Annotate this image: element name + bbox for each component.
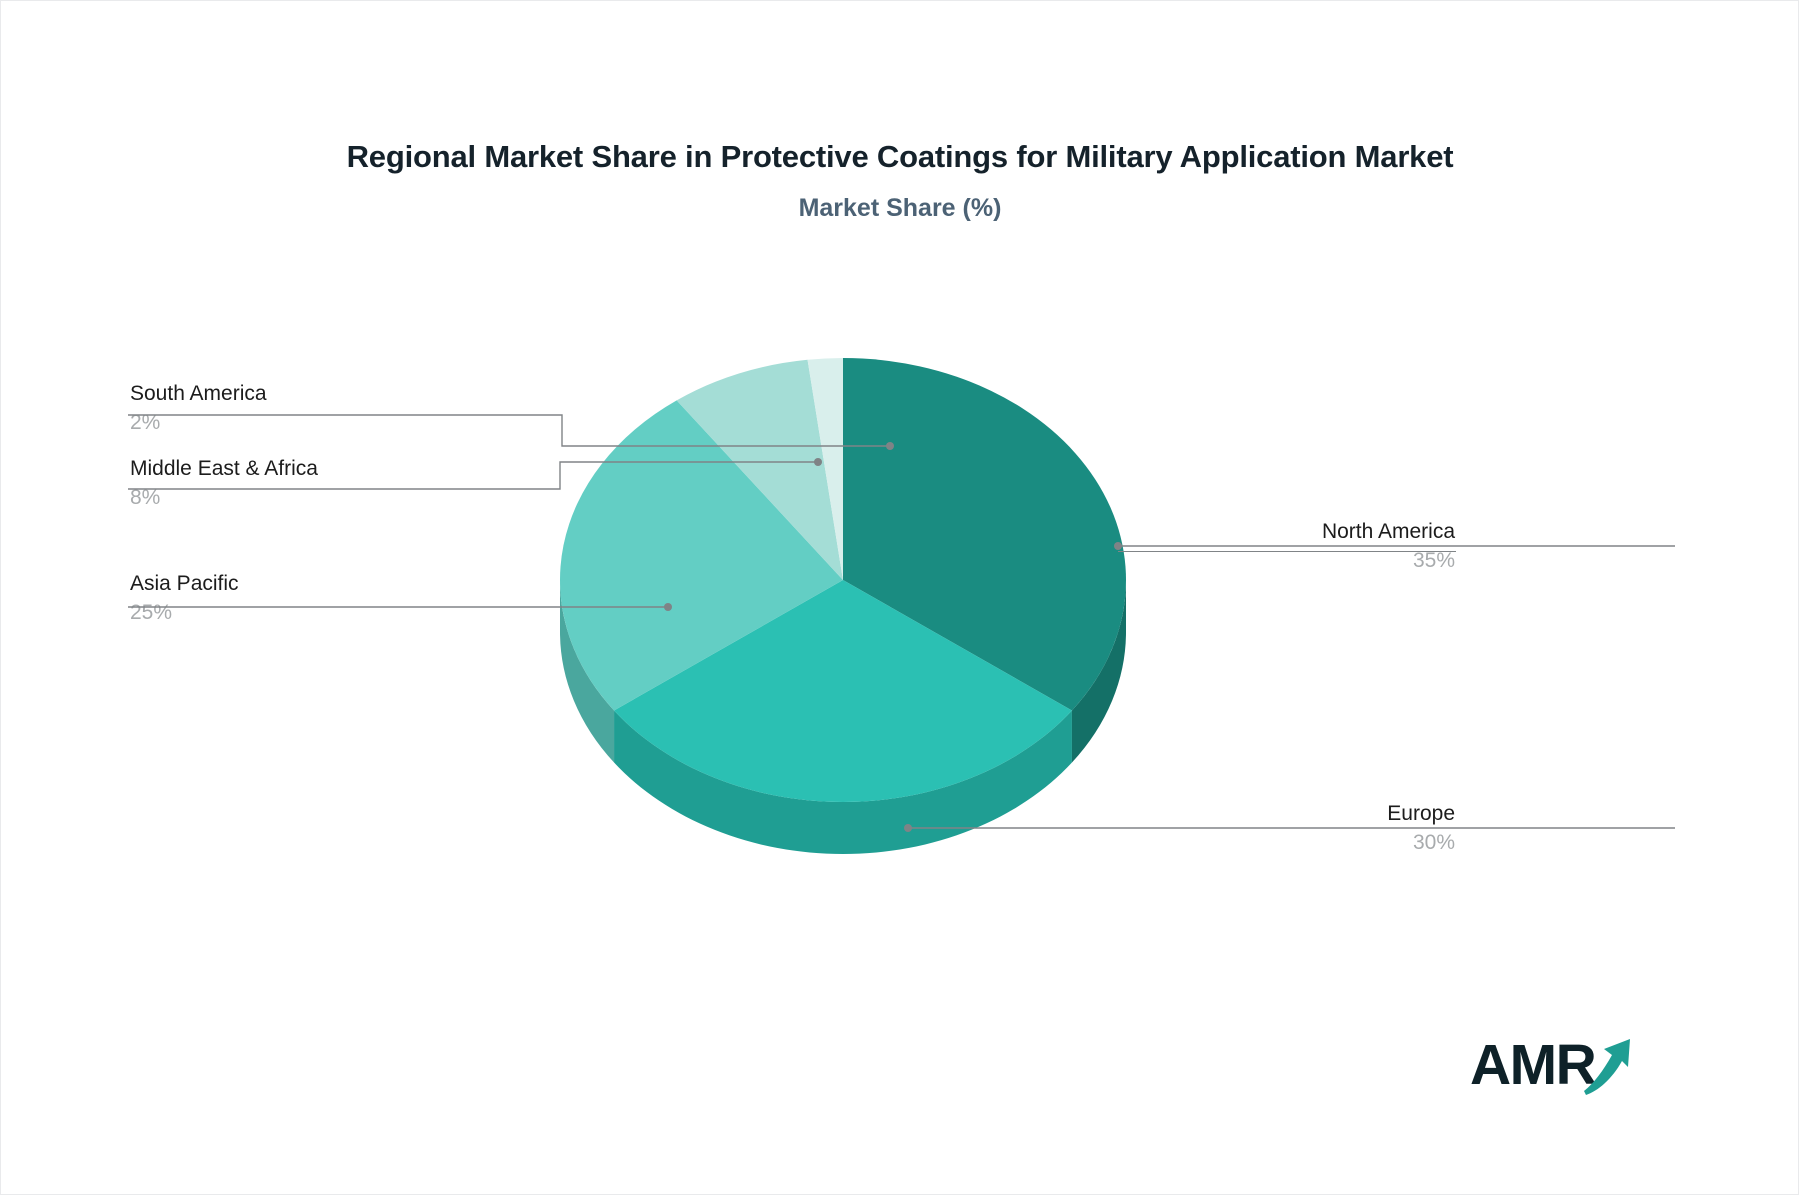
amr-logo: AMR [1470, 1035, 1645, 1103]
pie-slice-north-america[interactable] [843, 358, 1126, 711]
pie-slice-side-asia-pacific [560, 580, 615, 763]
callout-asia-pacific-label: Asia Pacific [130, 572, 239, 595]
amr-arrow-path [1584, 1039, 1630, 1095]
callout-europe-value: 30% [1412, 831, 1455, 854]
callout-north-america-rule [1118, 551, 1456, 552]
callout-europe: Europe 30% [1060, 800, 1455, 858]
chart-subtitle: Market Share (%) [798, 194, 1002, 222]
pie-slice-side-north-america [1071, 580, 1126, 763]
amr-arrow-icon [1584, 1039, 1630, 1095]
amr-logo-text: AMR [1470, 1033, 1597, 1097]
callout-middle-east-africa-label: Middle East & Africa [130, 457, 318, 480]
pie-depth-group [560, 580, 1126, 854]
callout-north-america: North America 35% [1060, 518, 1455, 576]
callout-south-america-label: South America [130, 382, 267, 405]
callout-middle-east-africa: Middle East & Africa 8% [130, 455, 560, 513]
callout-north-america-label: North America [1321, 520, 1455, 543]
pie-top-group [560, 358, 1126, 802]
callout-south-america: South America 2% [130, 380, 560, 438]
page-title: Regional Market Share in Protective Coat… [346, 139, 1454, 174]
pie-slice-europe[interactable] [614, 580, 1072, 802]
callout-south-america-value: 2% [130, 411, 161, 434]
callout-middle-east-africa-value: 8% [130, 486, 161, 509]
callout-north-america-value: 35% [1412, 549, 1455, 572]
pie-slice-south-america[interactable] [807, 358, 843, 580]
callout-europe-label: Europe [1387, 802, 1455, 825]
pie-slice-side-europe [614, 710, 1072, 854]
callout-asia-pacific: Asia Pacific 25% [130, 570, 550, 628]
callout-asia-pacific-value: 25% [130, 601, 173, 624]
